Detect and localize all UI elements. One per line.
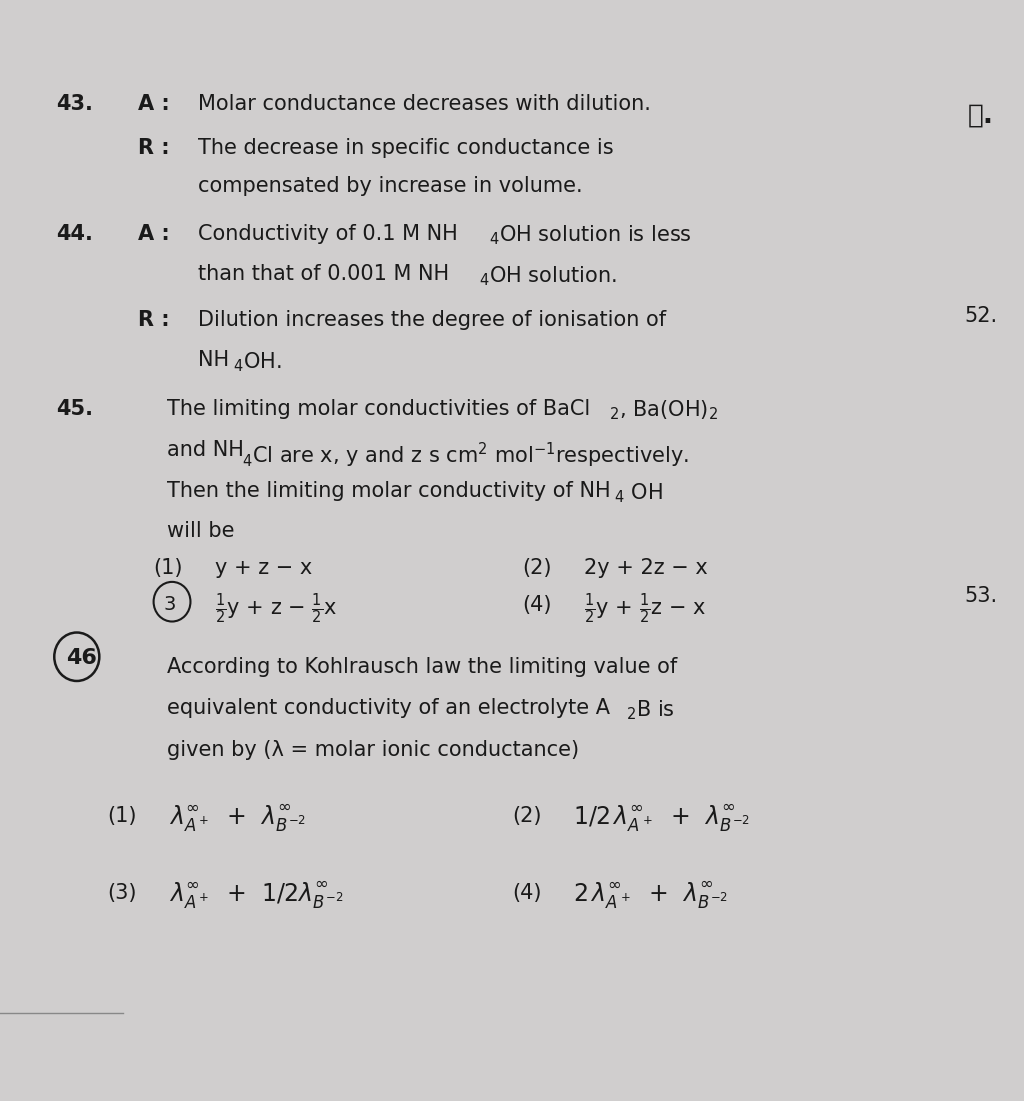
Text: $2\,\lambda^\infty_{A^+}$  $+$  $\lambda^\infty_{B^{-2}}$: $2\,\lambda^\infty_{A^+}$ $+$ $\lambda^\… [573, 880, 728, 911]
Text: $\frac{1}{2}$y + $\frac{1}{2}$z $-$ x: $\frac{1}{2}$y + $\frac{1}{2}$z $-$ x [584, 591, 706, 625]
Text: $\lambda^\infty_{A^+}$  $+$  $1/2\lambda^\infty_{B^{-2}}$: $\lambda^\infty_{A^+}$ $+$ $1/2\lambda^\… [169, 880, 343, 911]
Text: y + z − x: y + z − x [215, 558, 312, 578]
Text: (4): (4) [522, 595, 552, 614]
Text: 53.: 53. [965, 586, 997, 606]
Text: will be: will be [167, 521, 234, 541]
Text: $\frac{1}{2}$y + z $-$ $\frac{1}{2}$x: $\frac{1}{2}$y + z $-$ $\frac{1}{2}$x [215, 591, 337, 625]
Text: A :: A : [138, 94, 170, 113]
Text: $\lambda^\infty_{A^+}$  $+$  $\lambda^\infty_{B^{-2}}$: $\lambda^\infty_{A^+}$ $+$ $\lambda^\inf… [169, 803, 306, 833]
Text: ⓔ.: ⓔ. [968, 102, 993, 129]
Text: Dilution increases the degree of ionisation of: Dilution increases the degree of ionisat… [198, 310, 666, 330]
Text: (4): (4) [512, 883, 542, 903]
Text: NH: NH [198, 350, 228, 370]
Text: 2y + 2z − x: 2y + 2z − x [584, 558, 708, 578]
Text: equivalent conductivity of an electrolyte A: equivalent conductivity of an electrolyt… [167, 698, 610, 718]
Text: 43.: 43. [56, 94, 93, 113]
Text: than that of 0.001 M NH: than that of 0.001 M NH [198, 264, 449, 284]
Text: $_2$, Ba(OH)$_2$: $_2$, Ba(OH)$_2$ [609, 399, 718, 422]
Text: compensated by increase in volume.: compensated by increase in volume. [198, 176, 583, 196]
Text: given by (λ = molar ionic conductance): given by (λ = molar ionic conductance) [167, 740, 579, 760]
Text: R :: R : [138, 310, 170, 330]
Text: $_4$OH.: $_4$OH. [233, 350, 282, 373]
Text: (2): (2) [512, 806, 542, 826]
Text: Then the limiting molar conductivity of NH: Then the limiting molar conductivity of … [167, 481, 610, 501]
Text: The decrease in specific conductance is: The decrease in specific conductance is [198, 138, 613, 157]
Text: 3: 3 [164, 595, 176, 613]
Text: $_4$ OH: $_4$ OH [614, 481, 664, 504]
Text: Molar conductance decreases with dilution.: Molar conductance decreases with dilutio… [198, 94, 650, 113]
Text: and NH: and NH [167, 440, 244, 460]
Text: (2): (2) [522, 558, 552, 578]
Text: A :: A : [138, 224, 170, 243]
Text: $_4$Cl are x, y and z s cm$^2$ mol$^{-1}$respectively.: $_4$Cl are x, y and z s cm$^2$ mol$^{-1}… [242, 440, 689, 470]
Text: $1/2\,\lambda^\infty_{A^+}$  $+$  $\lambda^\infty_{B^{-2}}$: $1/2\,\lambda^\infty_{A^+}$ $+$ $\lambda… [573, 803, 751, 833]
Text: 44.: 44. [56, 224, 93, 243]
Text: (1): (1) [154, 558, 183, 578]
Text: 45.: 45. [56, 399, 93, 418]
Text: According to Kohlrausch law the limiting value of: According to Kohlrausch law the limiting… [167, 657, 677, 677]
Text: 46: 46 [67, 648, 97, 668]
Text: $_2$B is: $_2$B is [626, 698, 675, 721]
Text: R :: R : [138, 138, 170, 157]
Text: $_4$OH solution.: $_4$OH solution. [479, 264, 617, 287]
Text: Conductivity of 0.1 M NH: Conductivity of 0.1 M NH [198, 224, 458, 243]
Text: $_4$OH solution is less: $_4$OH solution is less [489, 224, 692, 247]
Text: (3): (3) [108, 883, 137, 903]
Text: The limiting molar conductivities of BaCl: The limiting molar conductivities of BaC… [167, 399, 590, 418]
Text: 52.: 52. [965, 306, 997, 326]
Text: (1): (1) [108, 806, 137, 826]
